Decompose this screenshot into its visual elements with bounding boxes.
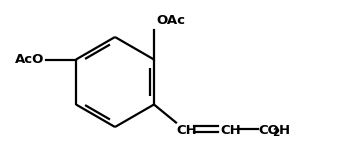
Text: CO: CO [258,123,279,136]
Text: AcO: AcO [15,53,44,66]
Text: CH: CH [220,123,241,136]
Text: H: H [279,123,290,136]
Text: 2: 2 [272,129,279,138]
Text: CH: CH [176,123,197,136]
Text: OAc: OAc [156,15,185,28]
